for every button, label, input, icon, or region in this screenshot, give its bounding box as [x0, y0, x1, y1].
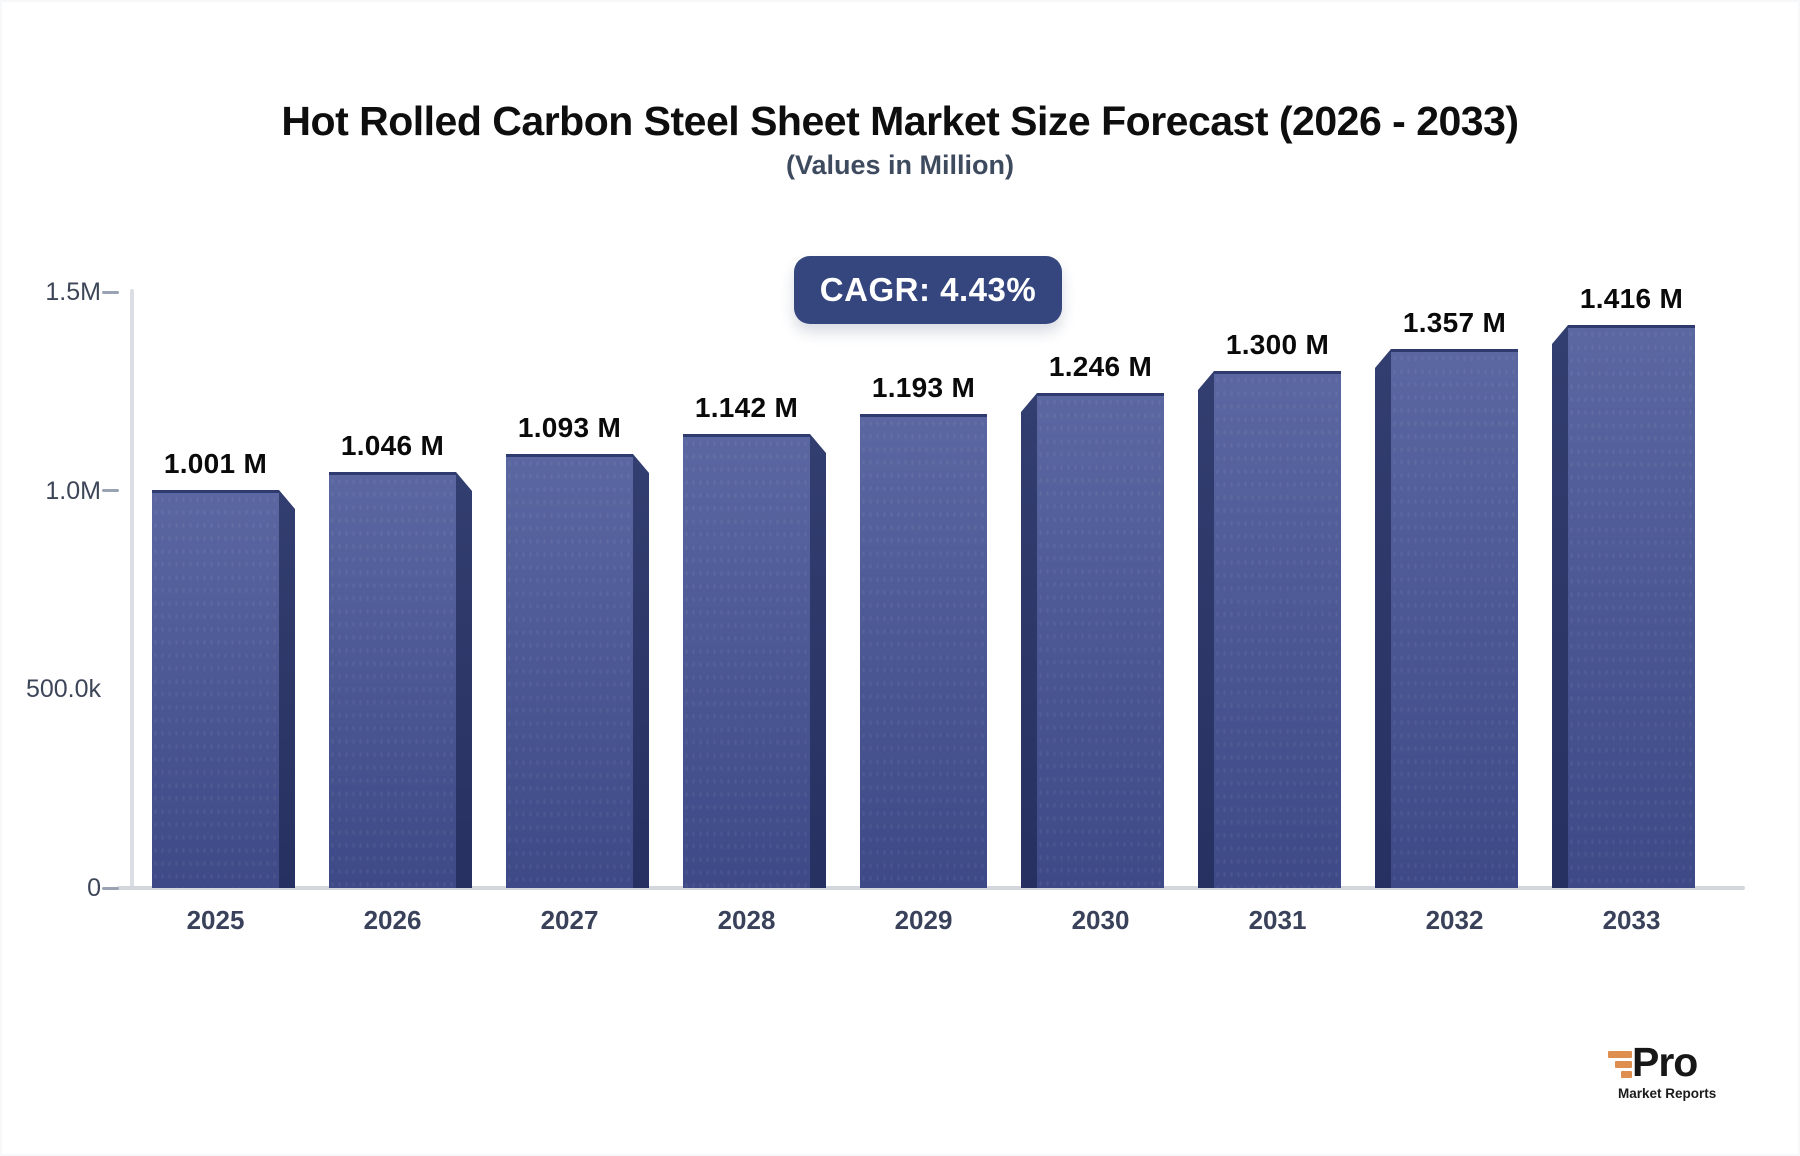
bar-value-label: 1.142 M [694, 392, 799, 423]
bar-value-label: 1.093 M [517, 412, 622, 443]
logo-bar-top [1608, 1051, 1632, 1058]
bar-3d-side [633, 454, 649, 888]
x-tick-label: 2031 [1248, 905, 1307, 935]
bar-2028 [683, 434, 810, 888]
bar-value-label: 1.246 M [1048, 351, 1153, 382]
bar-3d-side [1552, 325, 1568, 888]
bar-3d-side [456, 472, 472, 888]
bar-3d-side [279, 490, 295, 888]
x-tick-label: 2027 [540, 905, 599, 935]
bar-2029 [860, 414, 987, 888]
bar-value-label: 1.001 M [163, 448, 268, 479]
pro-market-reports-logo: Pro Market Reports [1608, 1042, 1716, 1101]
y-tick-mark [102, 886, 119, 890]
x-tick-label: 2026 [363, 905, 422, 935]
bar-value-label: 1.300 M [1225, 329, 1330, 360]
bar-value-label: 1.357 M [1402, 307, 1507, 338]
bar-value-label: 1.046 M [340, 430, 445, 461]
bar-3d-side [1021, 393, 1037, 888]
bar-2031 [1214, 371, 1341, 888]
x-tick-label: 2032 [1425, 905, 1484, 935]
x-tick-label: 2030 [1071, 905, 1130, 935]
bar-2025 [152, 490, 279, 888]
logo-bar-middle [1615, 1061, 1632, 1068]
y-tick-label: 0 [87, 874, 101, 902]
y-tick-mark [102, 489, 119, 493]
y-tick-label: 1.0M [45, 476, 101, 505]
bar-3d-side [810, 434, 826, 888]
y-tick-label: 1.5M [45, 278, 101, 306]
chart-subtitle: (Values in Million) [785, 150, 1015, 180]
logo-bars-icon [1608, 1051, 1632, 1081]
x-axis-baseline [117, 886, 1745, 890]
logo-tagline: Market Reports [1618, 1086, 1717, 1101]
chart-title: Hot Rolled Carbon Steel Sheet Market Siz… [281, 98, 1519, 144]
y-tick-label: 500.0k [25, 675, 101, 704]
logo-row: Pro [1608, 1042, 1716, 1083]
bar-2033 [1568, 325, 1695, 888]
bar-3d-side [1198, 371, 1214, 888]
bar-2027 [506, 454, 633, 888]
y-axis-line [130, 289, 134, 889]
x-tick-label: 2028 [717, 905, 776, 935]
bar-value-label: 1.416 M [1579, 283, 1684, 314]
cagr-badge-label: CAGR: 4.43% [819, 271, 1037, 308]
bar-3d-side [1375, 349, 1391, 888]
x-tick-label: 2029 [894, 905, 953, 935]
logo-wordmark: Pro [1632, 1039, 1698, 1085]
x-tick-label: 2025 [186, 905, 245, 935]
logo-bar-bottom [1621, 1071, 1632, 1078]
bar-2030 [1037, 393, 1164, 888]
x-tick-label: 2033 [1602, 905, 1661, 935]
cagr-badge: CAGR: 4.43% [794, 256, 1062, 324]
bar-2032 [1391, 349, 1518, 888]
bar-2026 [329, 472, 456, 888]
bar-value-label: 1.193 M [871, 372, 976, 403]
y-tick-mark [102, 290, 119, 294]
